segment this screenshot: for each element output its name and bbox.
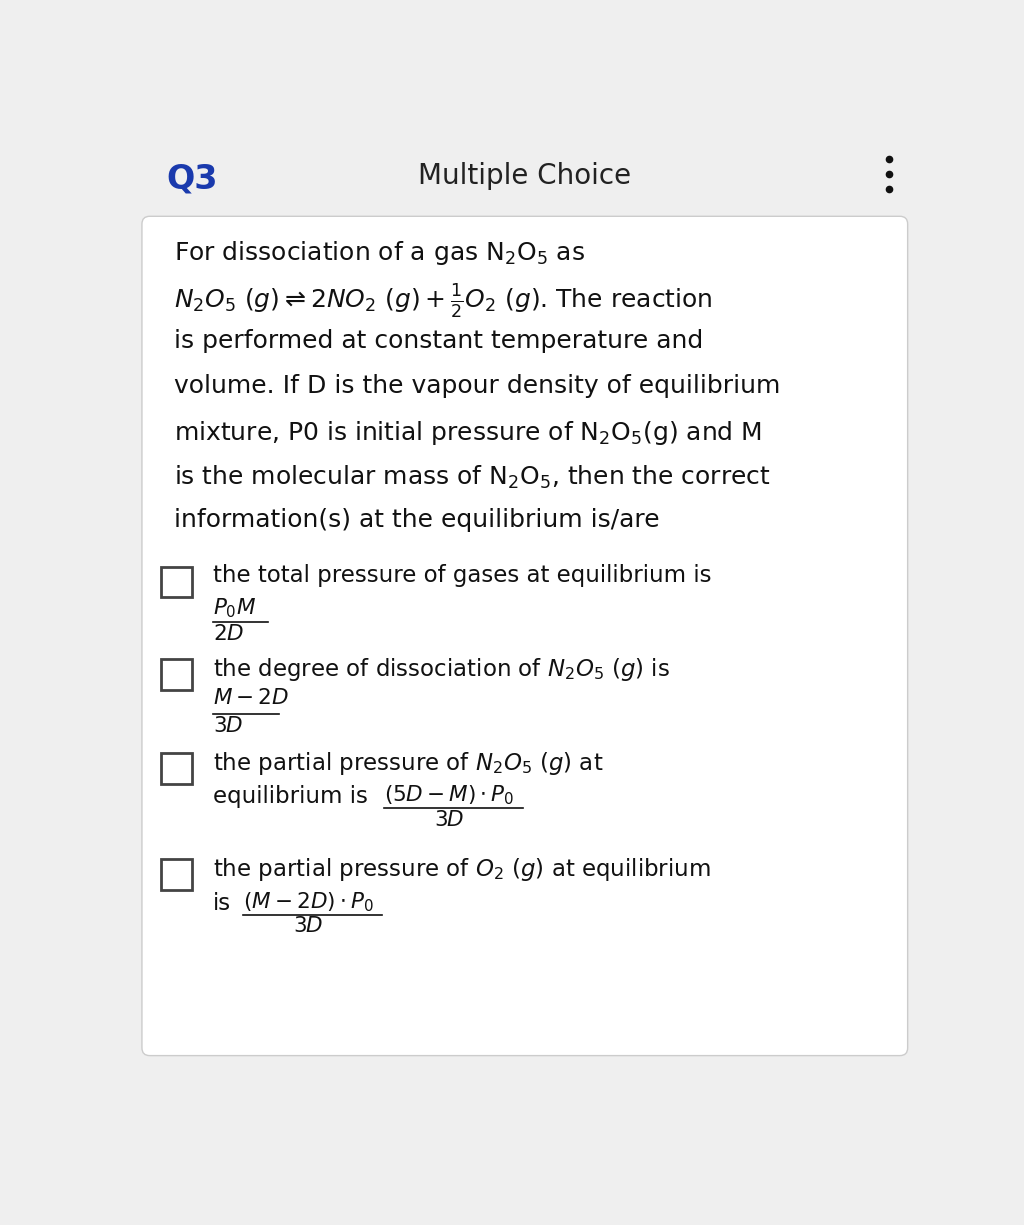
Text: $(5D-M)\cdot P_0$: $(5D-M)\cdot P_0$ (384, 784, 514, 807)
Text: $(M-2D)\cdot P_0$: $(M-2D)\cdot P_0$ (243, 891, 374, 914)
Text: $2D$: $2D$ (213, 624, 245, 643)
FancyBboxPatch shape (161, 659, 191, 690)
Text: mixture, P0 is initial pressure of $\mathrm{N_2O_5(g)}$ and M: mixture, P0 is initial pressure of $\mat… (174, 419, 763, 447)
Text: the degree of dissociation of $N_2O_5\ (g)$ is: the degree of dissociation of $N_2O_5\ (… (213, 655, 671, 684)
FancyBboxPatch shape (161, 753, 191, 784)
Text: $M-2D$: $M-2D$ (213, 688, 290, 708)
Text: the partial pressure of $O_2\ (g)$ at equilibrium: the partial pressure of $O_2\ (g)$ at eq… (213, 856, 711, 883)
Text: is the molecular mass of $\mathrm{N_2O_5}$, then the correct: is the molecular mass of $\mathrm{N_2O_5… (174, 463, 771, 491)
Text: is performed at constant temperature and: is performed at constant temperature and (174, 330, 703, 354)
Text: $3D$: $3D$ (293, 916, 324, 936)
FancyBboxPatch shape (161, 567, 191, 598)
Text: the total pressure of gases at equilibrium is: the total pressure of gases at equilibri… (213, 564, 712, 587)
FancyBboxPatch shape (142, 217, 907, 1056)
Text: is: is (213, 892, 231, 915)
Text: $N_2O_5\ (g) \rightleftharpoons 2NO_2\ (g) + \frac{1}{2}O_2\ (g)$. The reaction: $N_2O_5\ (g) \rightleftharpoons 2NO_2\ (… (174, 282, 713, 320)
Text: information(s) at the equilibrium is/are: information(s) at the equilibrium is/are (174, 508, 660, 532)
Text: For dissociation of a gas $\mathrm{N_2O_5}$ as: For dissociation of a gas $\mathrm{N_2O_… (174, 239, 586, 267)
FancyBboxPatch shape (161, 859, 191, 891)
Text: $P_0 M$: $P_0 M$ (213, 595, 256, 620)
Text: equilibrium is: equilibrium is (213, 785, 368, 808)
Text: volume. If D is the vapour density of equilibrium: volume. If D is the vapour density of eq… (174, 374, 781, 398)
Text: $3D$: $3D$ (213, 717, 244, 736)
Text: Q3: Q3 (167, 163, 218, 196)
Text: $3D$: $3D$ (434, 810, 464, 831)
Text: Multiple Choice: Multiple Choice (418, 163, 632, 190)
Text: the partial pressure of $N_2O_5\ (g)$ at: the partial pressure of $N_2O_5\ (g)$ at (213, 750, 603, 777)
